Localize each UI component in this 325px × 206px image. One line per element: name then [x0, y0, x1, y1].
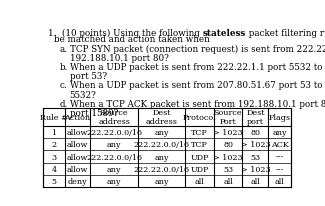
Text: port 53?: port 53?: [70, 72, 107, 81]
Text: TCP: TCP: [191, 140, 208, 149]
Text: When a UDP packet is sent from 222.22.1.1 port 5532 to 207.80.51.67: When a UDP packet is sent from 222.22.1.…: [70, 63, 325, 72]
Text: Source
Port: Source Port: [214, 109, 242, 126]
Text: 53: 53: [223, 165, 233, 173]
Text: allow: allow: [67, 140, 88, 149]
Text: all: all: [195, 177, 204, 185]
Text: any: any: [154, 177, 169, 185]
Text: 1.  (10 points) Using the following: 1. (10 points) Using the following: [48, 29, 203, 38]
Text: 4: 4: [51, 165, 57, 173]
Text: d.: d.: [59, 99, 68, 108]
Text: UDP: UDP: [190, 153, 209, 161]
Text: 222.22.0.0/16: 222.22.0.0/16: [133, 165, 189, 173]
Text: any: any: [273, 128, 287, 136]
Text: 222.22.0.0/16: 222.22.0.0/16: [86, 153, 142, 161]
Text: Action: Action: [64, 113, 91, 121]
Text: > 1023: > 1023: [213, 153, 243, 161]
Text: any: any: [107, 177, 121, 185]
Text: stateless: stateless: [203, 29, 246, 38]
Text: allow: allow: [67, 153, 88, 161]
Text: Flags: Flags: [269, 113, 291, 121]
Text: any: any: [107, 165, 121, 173]
Text: 1: 1: [51, 128, 57, 136]
Text: TCP SYN packet (connection request) is sent from 222.22.1.1 port 1589 to: TCP SYN packet (connection request) is s…: [70, 44, 325, 54]
Text: When a UDP packet is sent from 207.80.51.67 port 53 to 222.21.1.1 port: When a UDP packet is sent from 207.80.51…: [70, 81, 325, 90]
Text: b.: b.: [59, 63, 68, 72]
Text: UDP: UDP: [190, 165, 209, 173]
Text: any: any: [154, 128, 169, 136]
Text: be matched and action taken when: be matched and action taken when: [55, 35, 210, 44]
Text: 2: 2: [51, 140, 57, 149]
Text: > 1023: > 1023: [240, 165, 270, 173]
Text: TCP: TCP: [191, 128, 208, 136]
Bar: [43, 108, 291, 187]
Text: all: all: [251, 177, 260, 185]
Text: allow: allow: [67, 128, 88, 136]
Text: ---: ---: [276, 153, 284, 161]
Text: 5: 5: [51, 177, 57, 185]
Text: ---: ---: [276, 165, 284, 173]
Text: 80: 80: [223, 140, 233, 149]
Text: 3: 3: [51, 153, 57, 161]
Text: 5532?: 5532?: [70, 90, 97, 99]
Text: Dest
address: Dest address: [146, 109, 177, 126]
Text: > 1023: > 1023: [213, 128, 243, 136]
Text: When a TCP ACK packet is sent from 192.188.10.1 port 80 to 222.22.1.1: When a TCP ACK packet is sent from 192.1…: [70, 99, 325, 108]
Text: Dest
port: Dest port: [246, 109, 265, 126]
Text: > 1023: > 1023: [240, 140, 270, 149]
Text: any: any: [107, 140, 121, 149]
Text: c.: c.: [59, 81, 67, 90]
Text: all: all: [275, 177, 285, 185]
Text: all: all: [223, 177, 233, 185]
Text: packet filtering rules, which rule would: packet filtering rules, which rule would: [246, 29, 325, 38]
Text: ACK: ACK: [271, 140, 289, 149]
Text: deny: deny: [68, 177, 87, 185]
Text: port 1589?: port 1589?: [70, 108, 118, 117]
Text: 80: 80: [250, 128, 260, 136]
Text: a.: a.: [59, 44, 68, 54]
Text: 222.22.0.0/16: 222.22.0.0/16: [133, 140, 189, 149]
Text: Rule #: Rule #: [40, 113, 68, 121]
Text: allow: allow: [67, 165, 88, 173]
Text: Source
address: Source address: [98, 109, 130, 126]
Text: Protocol: Protocol: [183, 113, 216, 121]
Text: 192.188.10.1 port 80?: 192.188.10.1 port 80?: [70, 54, 168, 63]
Text: any: any: [154, 153, 169, 161]
Text: 53: 53: [250, 153, 260, 161]
Text: 222.22.0.0/16: 222.22.0.0/16: [86, 128, 142, 136]
